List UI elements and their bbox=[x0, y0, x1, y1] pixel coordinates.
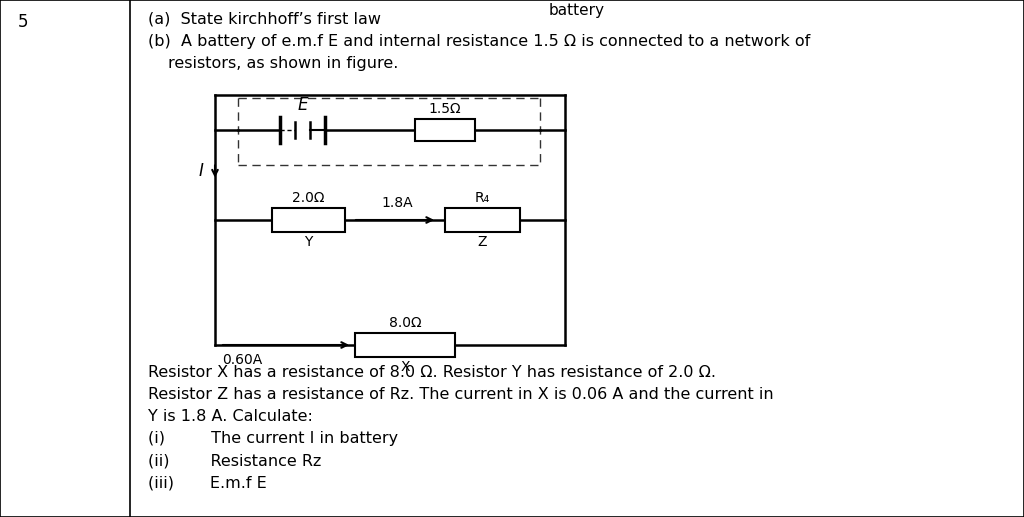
Bar bbox=[272, 208, 345, 232]
Text: (i)         The current I in battery: (i) The current I in battery bbox=[148, 431, 398, 446]
Text: E: E bbox=[297, 96, 308, 114]
Text: (b)  A battery of e.m.f E and internal resistance 1.5 Ω is connected to a networ: (b) A battery of e.m.f E and internal re… bbox=[148, 34, 810, 49]
Text: R₄: R₄ bbox=[475, 191, 490, 205]
Bar bbox=[445, 208, 520, 232]
Bar bbox=[355, 333, 455, 357]
Text: 1.8A: 1.8A bbox=[381, 196, 413, 210]
Bar bbox=[415, 119, 475, 141]
Text: 8.0Ω: 8.0Ω bbox=[389, 316, 421, 330]
Text: Z: Z bbox=[478, 235, 487, 249]
Text: (ii)        Resistance Rz: (ii) Resistance Rz bbox=[148, 453, 322, 468]
Text: (a)  State kirchhoff’s first law: (a) State kirchhoff’s first law bbox=[148, 12, 381, 27]
Text: Y is 1.8 A. Calculate:: Y is 1.8 A. Calculate: bbox=[148, 409, 313, 424]
Text: (iii)       E.m.f E: (iii) E.m.f E bbox=[148, 475, 266, 490]
Text: battery: battery bbox=[549, 3, 605, 18]
Text: Y: Y bbox=[304, 235, 312, 249]
Text: 2.0Ω: 2.0Ω bbox=[292, 191, 325, 205]
Text: 5: 5 bbox=[18, 13, 29, 31]
Text: resistors, as shown in figure.: resistors, as shown in figure. bbox=[168, 56, 398, 71]
Text: Resistor Z has a resistance of Rz. The current in X is 0.06 A and the current in: Resistor Z has a resistance of Rz. The c… bbox=[148, 387, 773, 402]
Text: X: X bbox=[400, 360, 410, 374]
Text: Resistor X has a resistance of 8.0 Ω. Resistor Y has resistance of 2.0 Ω.: Resistor X has a resistance of 8.0 Ω. Re… bbox=[148, 365, 716, 380]
Text: 0.60A: 0.60A bbox=[222, 353, 262, 367]
Text: 1.5Ω: 1.5Ω bbox=[429, 102, 462, 116]
Text: I: I bbox=[198, 162, 203, 180]
